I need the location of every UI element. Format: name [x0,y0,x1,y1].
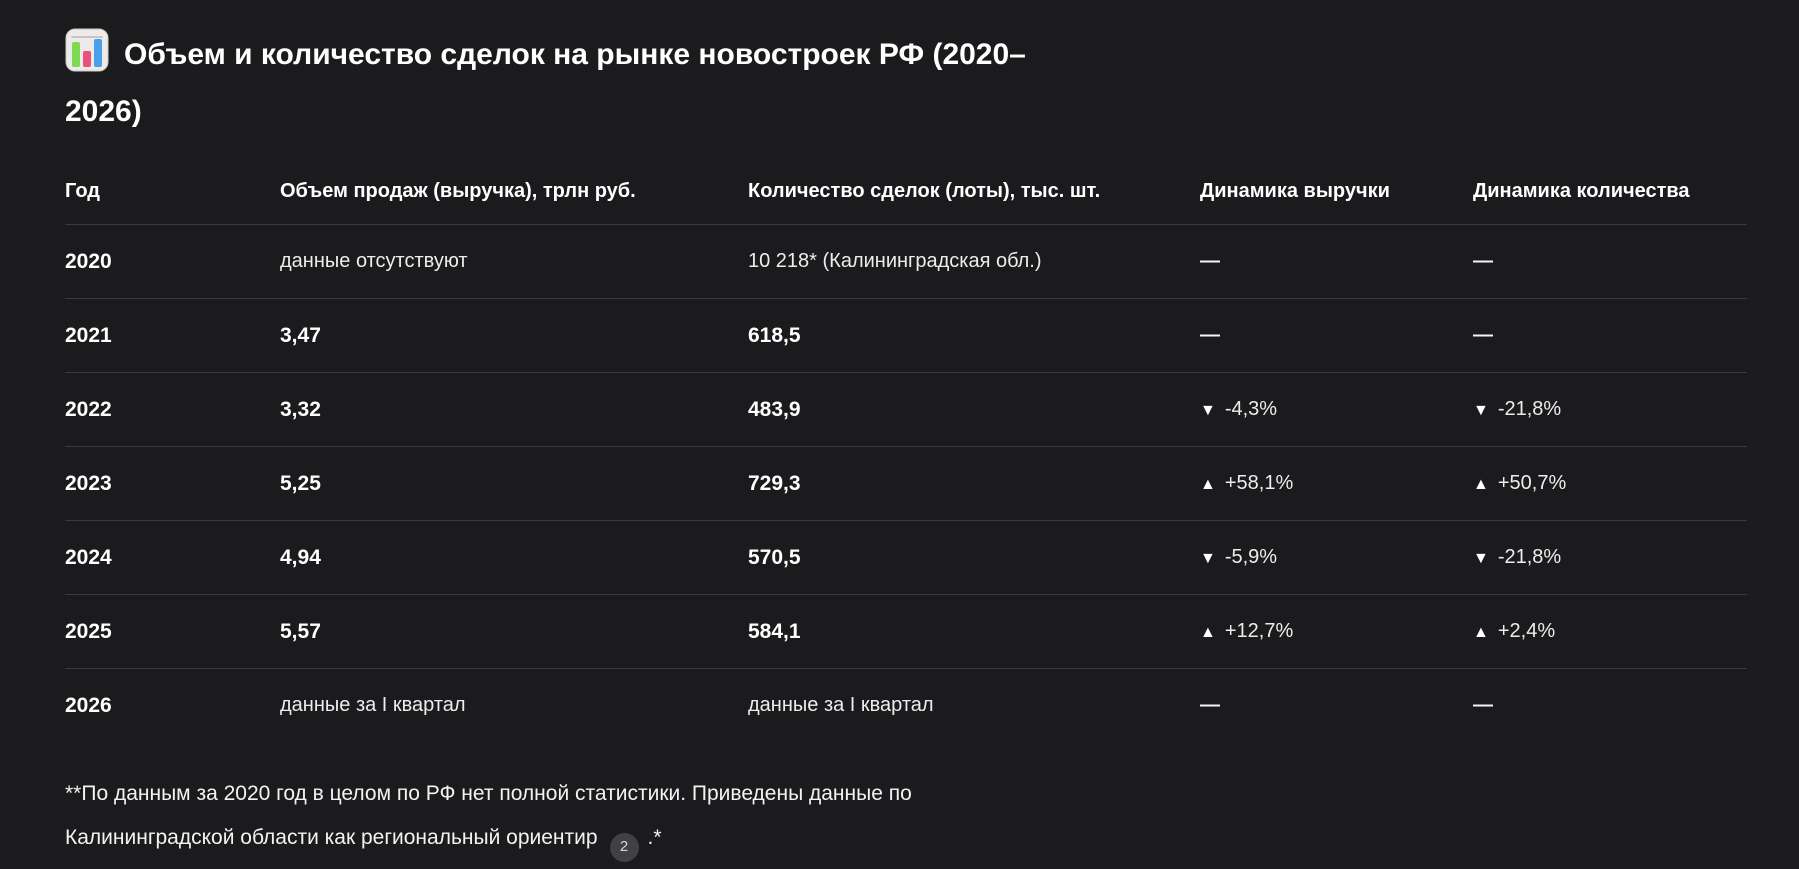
dynamics-value: -4,3% [1224,398,1278,420]
triangle-up-icon: ▲ [1473,476,1489,493]
dynamics-value: -21,8% [1497,398,1562,420]
year-cell: 2025 [65,619,112,643]
count-dynamics-cell: ▲ +50,7% [1473,472,1747,495]
revenue-dynamics-cell: — [1200,250,1220,272]
revenue-dynamics-cell: — [1200,694,1220,716]
col-header-count-dynamics: Динамика количества [1473,179,1690,202]
table-row-2023: 2023 5,25 729,3 ▲ +58,1% ▲ +50,7% [65,446,1747,520]
deals-cell: 618,5 [748,323,801,347]
volume-cell: 3,47 [280,323,321,347]
year-cell: 2022 [65,397,112,421]
count-dynamics-cell: — [1473,694,1493,716]
col-header-deals: Количество сделок (лоты), тыс. шт. [748,179,1101,202]
dynamics-value: +2,4% [1497,620,1556,642]
revenue-dynamics-cell: ▲ +12,7% [1200,620,1473,643]
citation-badge[interactable]: 2 [609,832,639,862]
deals-cell: 10 218* (Калининградская обл.) [748,250,1042,272]
deals-cell: 570,5 [748,545,801,569]
volume-cell: 3,32 [280,397,321,421]
year-cell: 2020 [65,249,112,273]
table-row-2024: 2024 4,94 570,5 ▼ -5,9% ▼ -21,8% [65,520,1747,594]
volume-cell: 5,57 [280,619,321,643]
volume-cell: данные за I квартал [280,694,466,716]
year-cell: 2021 [65,323,112,347]
triangle-up-icon: ▲ [1200,476,1216,493]
table-row-2021: 2021 3,47 618,5 — — [65,298,1747,372]
count-dynamics-cell: — [1473,250,1493,272]
triangle-down-icon: ▼ [1200,550,1216,567]
volume-cell: 5,25 [280,471,321,495]
revenue-dynamics-cell: ▼ -4,3% [1200,398,1473,421]
table-header-row: Год Объем продаж (выручка), трлн руб. Ко… [65,158,1747,224]
footnote: **По данным за 2020 год в целом по РФ не… [65,772,1080,862]
deals-table: Год Объем продаж (выручка), трлн руб. Ко… [65,158,1747,742]
page-title-text: Объем и количество сделок на рынке новос… [65,38,1026,128]
dynamics-value: -5,9% [1224,546,1278,568]
revenue-dynamics-cell: ▲ +58,1% [1200,472,1473,495]
triangle-down-icon: ▼ [1200,402,1216,419]
count-dynamics-cell: ▲ +2,4% [1473,620,1747,643]
bar-chart-icon [65,28,109,72]
col-header-revenue-dynamics: Динамика выручки [1200,179,1390,202]
footnote-text-suffix: .* [647,826,662,849]
page-title: Объем и количество сделок на рынке новос… [65,26,1095,140]
triangle-up-icon: ▲ [1200,624,1216,641]
count-dynamics-cell: — [1473,324,1493,346]
count-dynamics-cell: ▼ -21,8% [1473,398,1747,421]
dynamics-value: +58,1% [1224,472,1294,494]
volume-cell: данные отсутствуют [280,250,468,272]
deals-cell: 483,9 [748,397,801,421]
triangle-up-icon: ▲ [1473,624,1489,641]
table-row-2025: 2025 5,57 584,1 ▲ +12,7% ▲ +2,4% [65,594,1747,668]
footnote-text: **По данным за 2020 год в целом по РФ не… [65,782,912,849]
dynamics-value: -21,8% [1497,546,1562,568]
col-header-volume: Объем продаж (выручка), трлн руб. [280,179,636,202]
dynamics-value: +50,7% [1497,472,1567,494]
deals-cell: 584,1 [748,619,801,643]
dynamics-value: +12,7% [1224,620,1294,642]
table-row-2020: 2020 данные отсутствуют 10 218* (Калинин… [65,224,1747,298]
revenue-dynamics-cell: — [1200,324,1220,346]
col-header-year: Год [65,179,100,202]
count-dynamics-cell: ▼ -21,8% [1473,546,1747,569]
table-row-2026: 2026 данные за I квартал данные за I ква… [65,668,1747,742]
year-cell: 2024 [65,545,112,569]
deals-cell: данные за I квартал [748,694,934,716]
triangle-down-icon: ▼ [1473,402,1489,419]
table-row-2022: 2022 3,32 483,9 ▼ -4,3% ▼ -21,8% [65,372,1747,446]
volume-cell: 4,94 [280,545,321,569]
revenue-dynamics-cell: ▼ -5,9% [1200,546,1473,569]
year-cell: 2026 [65,693,112,717]
triangle-down-icon: ▼ [1473,550,1489,567]
year-cell: 2023 [65,471,112,495]
deals-cell: 729,3 [748,471,801,495]
